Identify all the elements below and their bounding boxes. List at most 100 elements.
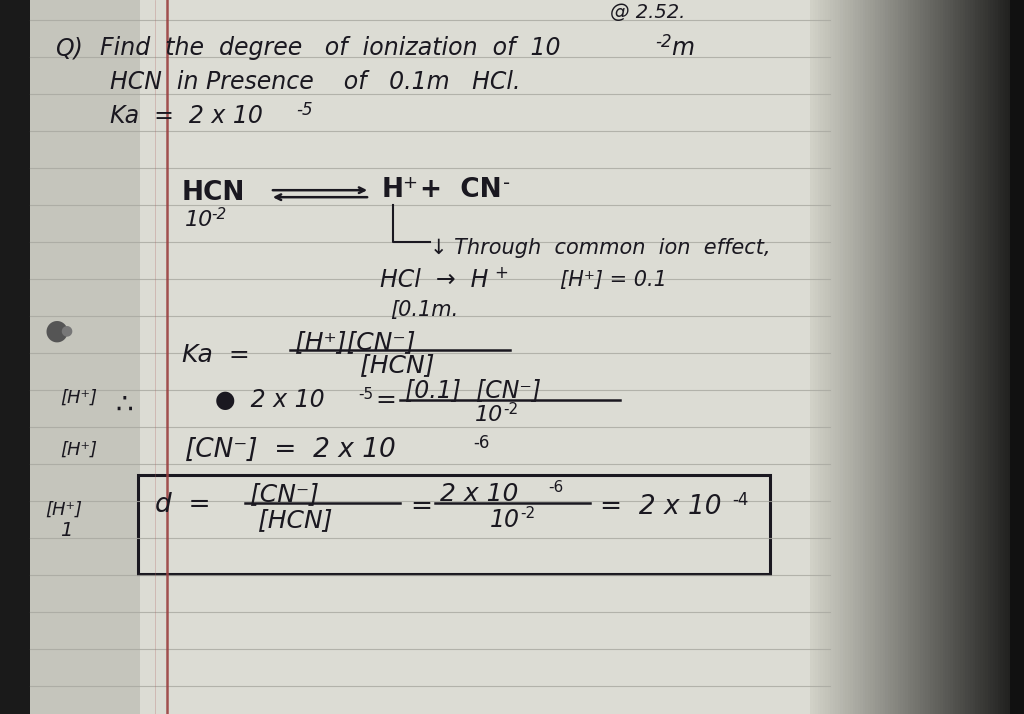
- Bar: [982, 0, 985, 714]
- Text: ●  2 x 10: ● 2 x 10: [215, 388, 325, 412]
- Bar: [945, 0, 947, 714]
- Text: 10: 10: [490, 508, 520, 532]
- Bar: [815, 0, 817, 714]
- Bar: [957, 0, 961, 714]
- Bar: [855, 0, 858, 714]
- Bar: [997, 0, 1000, 714]
- Bar: [885, 0, 888, 714]
- Bar: [833, 0, 836, 714]
- Text: d  =: d =: [155, 492, 211, 518]
- Bar: [862, 0, 865, 714]
- Bar: [915, 0, 918, 714]
- Bar: [822, 0, 825, 714]
- Text: ●: ●: [45, 316, 70, 344]
- Text: -6: -6: [473, 434, 489, 452]
- Text: 1: 1: [60, 521, 73, 540]
- Bar: [942, 0, 945, 714]
- Bar: [978, 0, 980, 714]
- Bar: [933, 0, 935, 714]
- Text: [0.1m.: [0.1m.: [390, 300, 459, 320]
- Text: [0.1]  [CN⁻]: [0.1] [CN⁻]: [406, 378, 541, 402]
- Text: Find  the  degree   of  ionization  of  10: Find the degree of ionization of 10: [100, 36, 560, 60]
- Bar: [905, 0, 907, 714]
- Text: [HCN]: [HCN]: [360, 353, 434, 377]
- Text: [H⁺]: [H⁺]: [60, 389, 97, 407]
- Bar: [930, 0, 933, 714]
- Bar: [970, 0, 973, 714]
- Bar: [990, 0, 992, 714]
- Bar: [860, 0, 862, 714]
- Text: -5: -5: [358, 386, 373, 401]
- Text: -5: -5: [296, 101, 312, 119]
- Text: +  CN: + CN: [420, 177, 502, 203]
- Bar: [857, 0, 860, 714]
- Bar: [140, 0, 810, 714]
- Bar: [975, 0, 978, 714]
- Bar: [890, 0, 893, 714]
- Text: 10: 10: [185, 210, 213, 230]
- Bar: [902, 0, 905, 714]
- Text: HCl  →  H: HCl → H: [380, 268, 488, 292]
- Bar: [992, 0, 995, 714]
- Text: ●: ●: [60, 323, 72, 337]
- Bar: [1002, 0, 1006, 714]
- Text: 2 x 10: 2 x 10: [440, 482, 518, 506]
- Bar: [980, 0, 983, 714]
- Bar: [950, 0, 952, 714]
- Text: [HCN]: [HCN]: [258, 508, 333, 532]
- Bar: [910, 0, 912, 714]
- Bar: [880, 0, 883, 714]
- Bar: [907, 0, 910, 714]
- Bar: [918, 0, 921, 714]
- Text: [H⁺]: [H⁺]: [60, 441, 97, 459]
- Bar: [870, 0, 872, 714]
- Bar: [961, 0, 963, 714]
- Text: ↓ Through  common  ion  effect,: ↓ Through common ion effect,: [430, 238, 770, 258]
- Text: [CN⁻]: [CN⁻]: [250, 482, 319, 506]
- Bar: [820, 0, 822, 714]
- Bar: [848, 0, 850, 714]
- Bar: [987, 0, 990, 714]
- Bar: [830, 0, 833, 714]
- Bar: [1010, 0, 1024, 714]
- Bar: [888, 0, 890, 714]
- Bar: [968, 0, 970, 714]
- Text: [CN⁻]  =  2 x 10: [CN⁻] = 2 x 10: [185, 437, 395, 463]
- Bar: [912, 0, 915, 714]
- Bar: [897, 0, 900, 714]
- Text: =: =: [410, 494, 432, 520]
- Bar: [838, 0, 840, 714]
- Bar: [923, 0, 925, 714]
- Bar: [817, 0, 820, 714]
- Text: -2: -2: [211, 206, 226, 221]
- Bar: [900, 0, 902, 714]
- Text: 10: 10: [475, 405, 503, 425]
- Bar: [853, 0, 855, 714]
- Bar: [955, 0, 957, 714]
- Bar: [810, 0, 813, 714]
- Bar: [850, 0, 853, 714]
- Text: Ka  =  2 x 10: Ka = 2 x 10: [110, 104, 263, 129]
- Text: =: =: [375, 388, 396, 412]
- Bar: [938, 0, 940, 714]
- Bar: [843, 0, 845, 714]
- Bar: [940, 0, 943, 714]
- Bar: [995, 0, 997, 714]
- Text: +: +: [402, 174, 417, 192]
- Bar: [827, 0, 830, 714]
- Bar: [1008, 0, 1010, 714]
- Text: =  2 x 10: = 2 x 10: [600, 494, 722, 520]
- Text: -: -: [503, 174, 510, 193]
- Bar: [928, 0, 930, 714]
- Bar: [920, 0, 923, 714]
- Bar: [985, 0, 987, 714]
- Bar: [845, 0, 848, 714]
- Bar: [947, 0, 950, 714]
- Bar: [952, 0, 955, 714]
- Text: HCN: HCN: [182, 180, 246, 206]
- Bar: [867, 0, 870, 714]
- Bar: [872, 0, 876, 714]
- Text: H: H: [382, 177, 404, 203]
- Text: +: +: [494, 264, 508, 282]
- Bar: [840, 0, 843, 714]
